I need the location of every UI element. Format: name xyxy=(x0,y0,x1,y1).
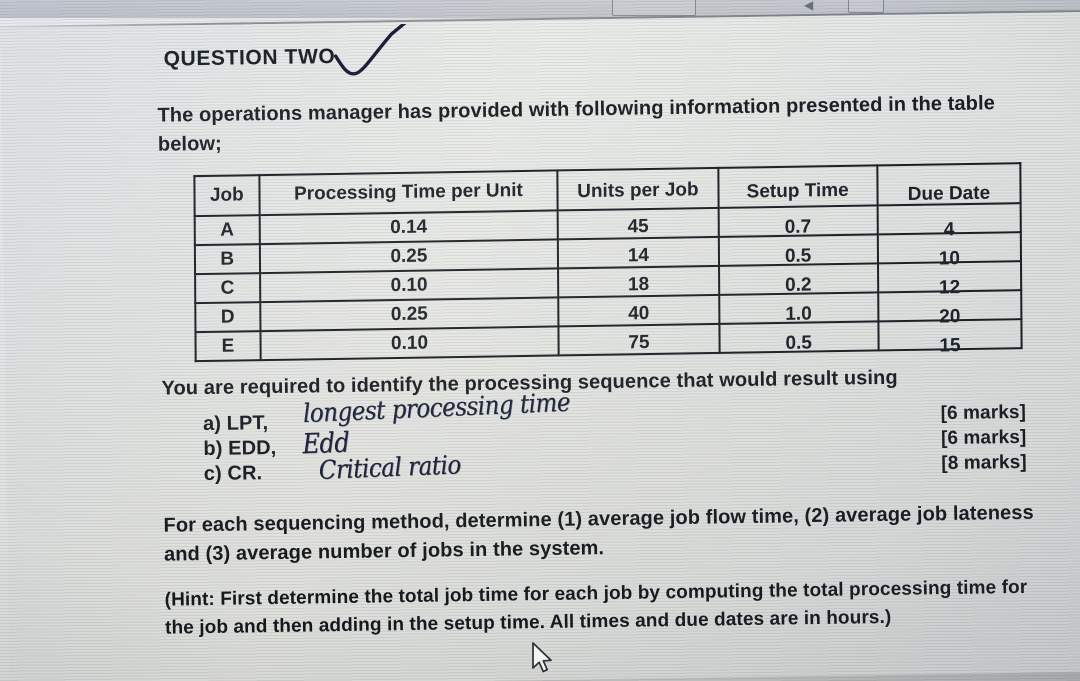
handwriting-annotation-c: Critical ratio xyxy=(318,450,462,486)
col-header-setup-time: Setup Time xyxy=(717,165,878,208)
question-item-c: c) CR. xyxy=(203,462,263,486)
cell-units: 45 xyxy=(557,207,719,240)
cell-processing-time: 0.25 xyxy=(259,297,559,332)
cell-processing-time: 0.14 xyxy=(259,210,559,245)
cell-due: 4 xyxy=(877,203,1021,240)
paragraph-hint: (Hint: First determine the total job tim… xyxy=(164,576,1028,639)
cell-units: 40 xyxy=(558,294,719,327)
cell-setup: 1.0 xyxy=(718,292,879,324)
marks-a: [6 marks] xyxy=(940,401,1027,425)
cell-processing-time: 0.10 xyxy=(259,268,559,303)
col-header-units-per-job: Units per Job xyxy=(557,167,719,211)
cell-setup: 0.2 xyxy=(718,263,879,295)
table-body: A 0.14 45 0.7 4 B 0.25 14 0.5 10 xyxy=(194,203,1022,362)
marks-b: [6 marks] xyxy=(940,426,1027,450)
cell-job: D xyxy=(195,302,261,333)
cell-job: A xyxy=(194,215,260,246)
cell-processing-time: 0.25 xyxy=(259,239,559,274)
cell-units: 14 xyxy=(558,236,719,269)
cell-setup: 0.5 xyxy=(718,321,879,353)
jobs-table-wrapper: Job Processing Time per Unit Units per J… xyxy=(193,162,1022,375)
intro-paragraph: The operations manager has provided with… xyxy=(157,92,996,156)
cell-units: 18 xyxy=(558,265,719,298)
marks-c: [8 marks] xyxy=(941,451,1027,475)
cell-units: 75 xyxy=(558,323,720,356)
cell-job: E xyxy=(195,331,261,362)
cell-job: C xyxy=(195,273,260,304)
mouse-pointer-icon xyxy=(532,642,552,673)
back-arrow-icon[interactable]: ◀ xyxy=(804,0,814,12)
col-header-due-date: Due Date xyxy=(877,163,1021,206)
cell-setup: 0.5 xyxy=(718,234,878,266)
cell-processing-time: 0.10 xyxy=(260,326,559,361)
cell-job: B xyxy=(194,244,260,275)
col-header-job: Job xyxy=(194,175,260,217)
col-header-processing-time: Processing Time per Unit xyxy=(258,170,558,216)
cell-setup: 0.7 xyxy=(718,205,878,237)
handwritten-check-icon xyxy=(333,23,413,76)
question-item-b: b) EDD, xyxy=(203,436,277,461)
paragraph-determine: For each sequencing method, determine (1… xyxy=(163,501,1034,566)
jobs-table: Job Processing Time per Unit Units per J… xyxy=(193,162,1022,362)
question-item-a: a) LPT, xyxy=(202,412,269,436)
document-page: QUESTION TWO The operations manager has … xyxy=(0,4,1080,681)
page-surface: QUESTION TWO The operations manager has … xyxy=(0,11,1080,681)
page-title: QUESTION TWO xyxy=(163,45,336,71)
